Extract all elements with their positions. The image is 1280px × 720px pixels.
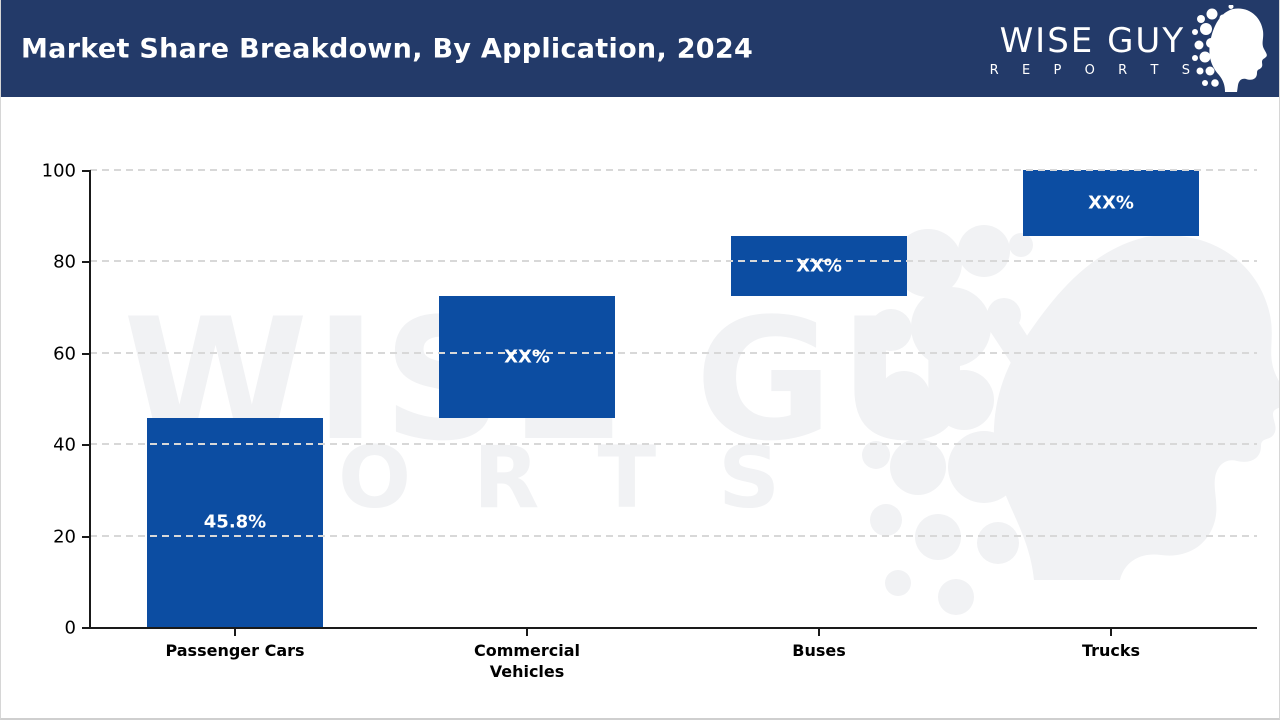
chart-title: Market Share Breakdown, By Application, … <box>21 33 754 64</box>
bar-value-label: XX% <box>504 346 550 368</box>
y-tick-mark <box>82 170 89 172</box>
bar-passenger-cars <box>147 417 323 627</box>
x-tick-mark <box>526 629 528 636</box>
y-tick-label: 60 <box>53 343 76 365</box>
plot-area: 45.8% XX% XX% XX% 0 20 40 60 80 100 Passenger Cars… <box>1 97 1279 718</box>
watermark-face-icon <box>857 225 1279 615</box>
x-tick-mark <box>1110 629 1112 636</box>
bar-value-label: XX% <box>796 255 842 277</box>
bar-commercial-vehicles <box>439 295 615 418</box>
y-tick-label: 80 <box>53 251 76 273</box>
logo-reports-label: R E P O R T S <box>989 62 1201 78</box>
bar-trucks <box>1023 170 1199 237</box>
y-tick-label: 40 <box>53 434 76 456</box>
bar-value-label: 45.8% <box>203 511 267 533</box>
gridline-60 <box>90 351 1257 354</box>
x-category-label-3: Buses <box>792 641 846 660</box>
x-category-label-1: Passenger Cars <box>165 641 305 660</box>
wise-guy-reports-logo: WISE GUY R E P O R T S <box>984 4 1271 94</box>
gridline-20 <box>90 534 1257 537</box>
logo-text: WISE GUY R E P O R T S <box>984 21 1201 78</box>
logo-face-icon <box>1192 5 1267 92</box>
y-axis-line <box>89 170 91 629</box>
y-tick-mark <box>82 261 89 264</box>
bar-buses <box>731 236 907 296</box>
y-tick-mark <box>82 352 89 355</box>
x-tick-mark <box>234 629 236 636</box>
logo-wiseguy-label: WISE GUY <box>999 20 1186 61</box>
header-band: Market Share Breakdown, By Application, … <box>1 0 1279 97</box>
y-tick-label: 100 <box>41 160 76 182</box>
x-axis-line <box>89 627 1257 629</box>
y-tick-mark <box>82 535 89 538</box>
y-tick-mark <box>82 444 89 447</box>
x-category-label-2: Commercial Vehicles <box>473 641 581 681</box>
gridline-80 <box>90 260 1257 263</box>
y-tick-mark <box>82 627 89 629</box>
x-category-label-4: Trucks <box>1081 641 1141 660</box>
y-tick-label: 0 <box>64 617 76 639</box>
bar-value-label: XX% <box>1088 192 1134 214</box>
gridline-100 <box>90 169 1257 171</box>
y-tick-label: 20 <box>53 526 76 548</box>
x-tick-mark <box>818 629 820 636</box>
gridline-40 <box>90 443 1257 446</box>
